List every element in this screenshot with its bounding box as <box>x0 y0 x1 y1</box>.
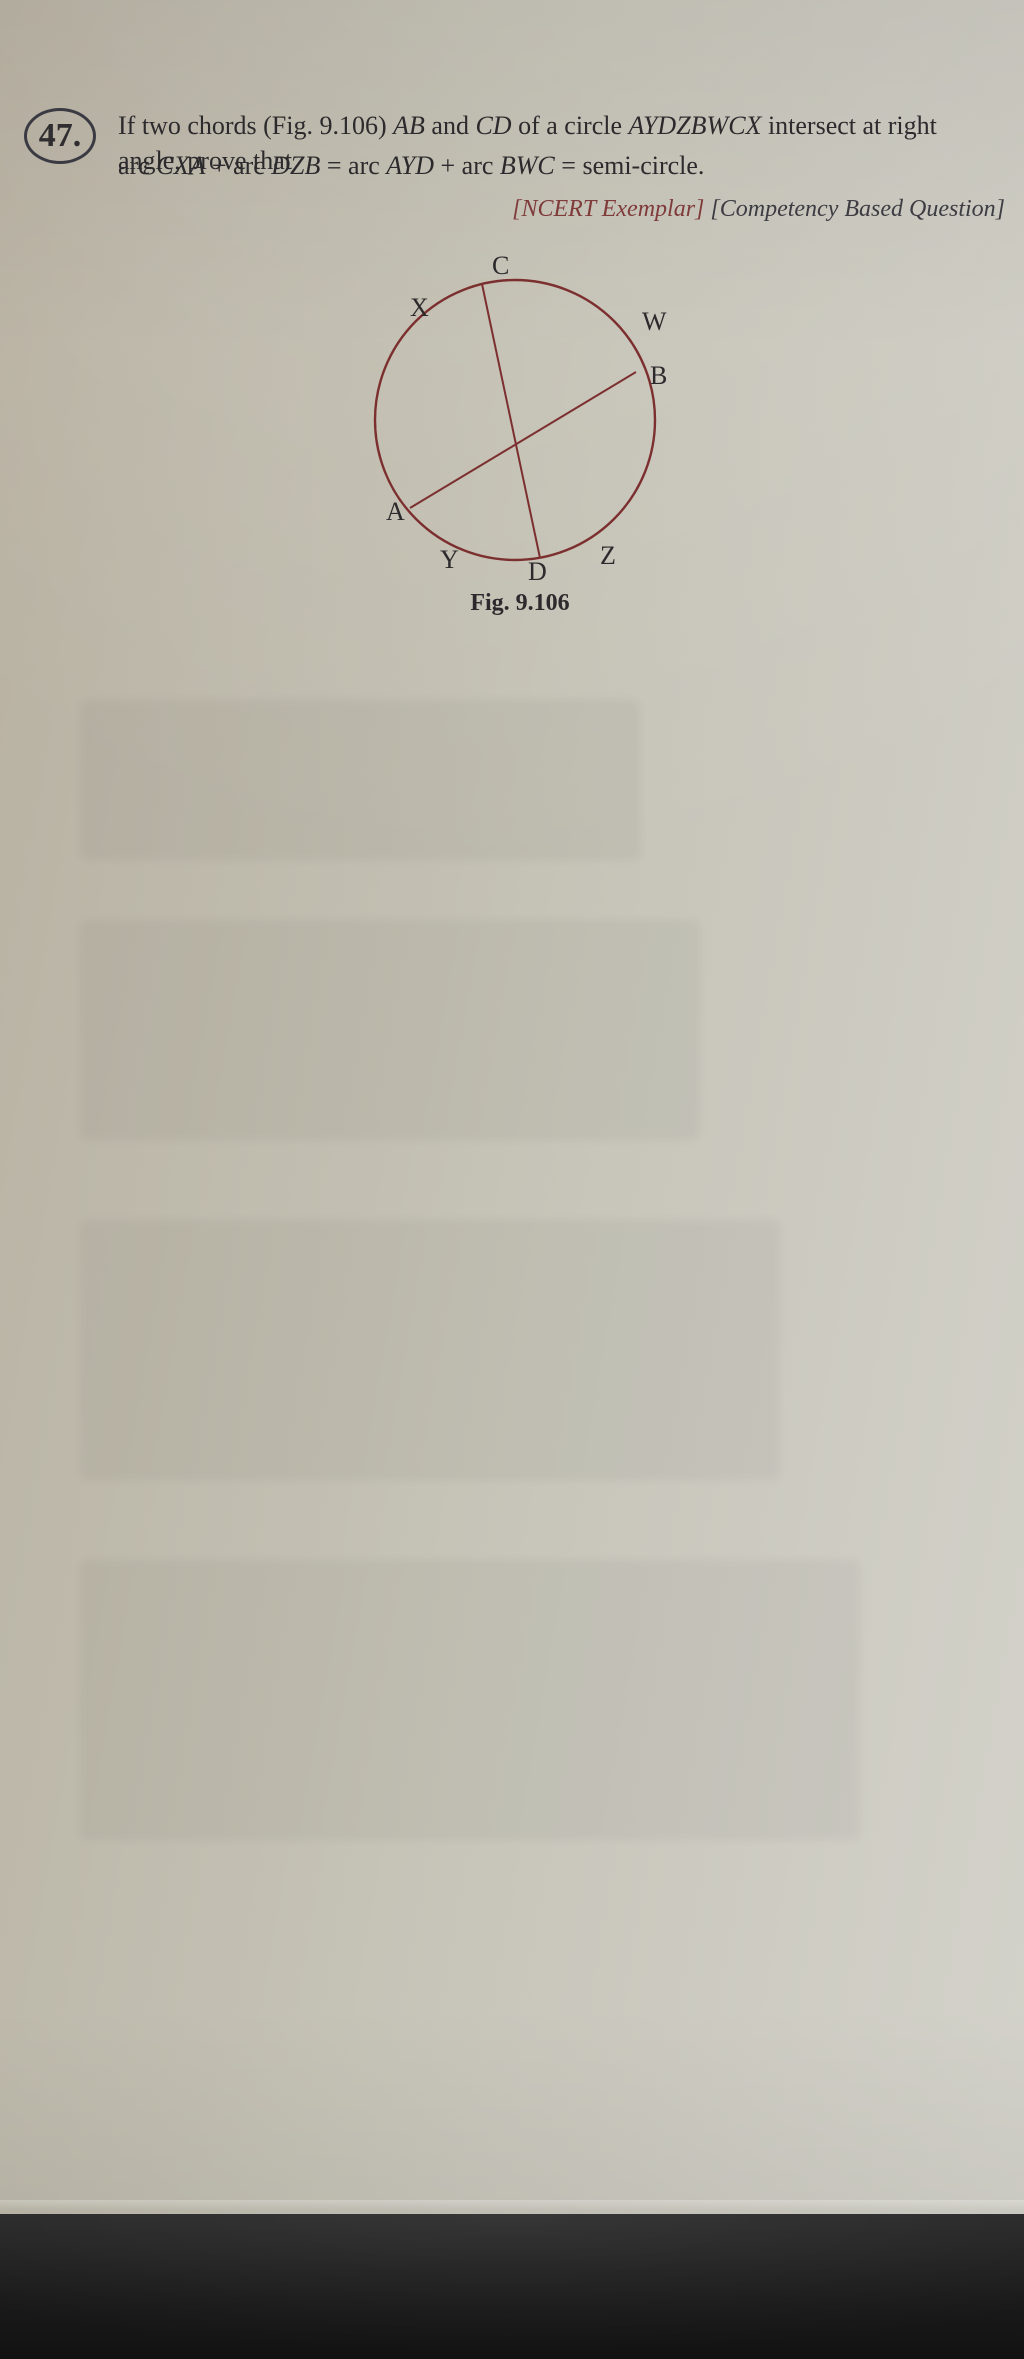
ncert-exemplar-tag: [NCERT Exemplar] <box>512 196 704 222</box>
competency-tag: [Competency Based Question] <box>704 196 1005 222</box>
var-ab: AB <box>393 111 425 140</box>
ghost-block <box>80 700 640 860</box>
text: = semi-circle. <box>555 151 705 180</box>
svg-text:Y: Y <box>440 545 459 574</box>
question-tagline: [NCERT Exemplar] [Competency Based Quest… <box>405 196 1005 223</box>
arc-bwc: BWC <box>500 151 555 180</box>
arc-dzb: DZB <box>271 151 320 180</box>
text: If two chords (Fig. 9.106) <box>118 111 393 140</box>
svg-text:A: A <box>386 497 405 526</box>
arc-ayd: AYD <box>386 151 434 180</box>
ghost-block <box>80 920 700 1140</box>
page-edge-highlight <box>0 2200 1024 2210</box>
var-circle-name: AYDZBWCX <box>629 111 762 140</box>
text: = arc <box>320 151 386 180</box>
circle-diagram-svg: X C WB A Y D Z <box>350 250 680 580</box>
svg-text:W: W <box>642 307 667 336</box>
text: + arc <box>434 151 500 180</box>
figure-caption: Fig. 9.106 <box>440 590 600 617</box>
svg-text:Z: Z <box>600 541 616 570</box>
svg-text:C: C <box>492 251 509 280</box>
text: + arc <box>205 151 271 180</box>
svg-text:D: D <box>528 557 547 580</box>
figure-9-106: X C WB A Y D Z <box>350 250 680 580</box>
text: of a circle <box>512 111 629 140</box>
text: arc <box>118 151 156 180</box>
svg-text:B: B <box>650 361 667 390</box>
question-line-2: arc CXA + arc DZB = arc AYD + arc BWC = … <box>118 148 998 183</box>
desk-shadow <box>0 2214 1024 2359</box>
text: and <box>425 111 476 140</box>
ghost-block <box>80 1560 860 1840</box>
question-number-badge: 47. <box>24 108 96 164</box>
ghost-block <box>80 1220 780 1480</box>
page-photo: 47. If two chords (Fig. 9.106) AB and CD… <box>0 0 1024 2359</box>
svg-text:X: X <box>410 293 429 322</box>
arc-cxa: CXA <box>156 151 205 180</box>
var-cd: CD <box>475 111 511 140</box>
